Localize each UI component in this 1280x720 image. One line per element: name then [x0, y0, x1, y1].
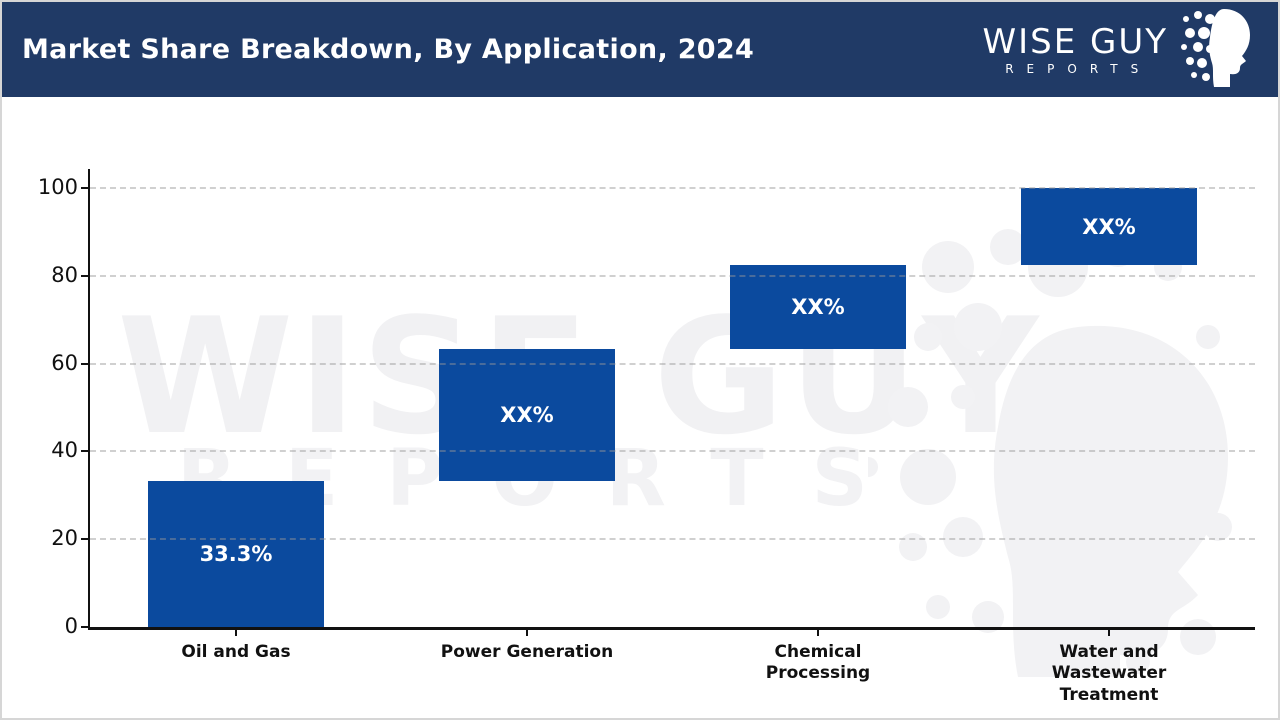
brand-logo: WISE GUY REPORTS	[982, 7, 1252, 93]
gridline-100	[90, 187, 1255, 189]
brand-subtitle: REPORTS	[1005, 61, 1152, 76]
bar-value-label: XX%	[1082, 214, 1136, 239]
category-label-line: Power Generation	[440, 642, 614, 662]
category-label-line: Water and	[1059, 642, 1159, 662]
y-tick-label-80: 80	[51, 263, 78, 287]
page-title: Market Share Breakdown, By Application, …	[22, 34, 755, 65]
category-label-power-generation: Power Generation	[387, 642, 667, 663]
y-tick-label-0: 0	[64, 614, 78, 638]
y-tick-mark-100	[81, 187, 90, 189]
gridline-60	[90, 363, 1255, 365]
category-label-line: Oil and Gas	[181, 642, 291, 662]
bar-value-label: XX%	[791, 295, 845, 319]
y-tick-label-60: 60	[51, 351, 78, 375]
y-tick-mark-20	[81, 538, 90, 540]
y-tick-mark-60	[81, 363, 90, 365]
category-label-oil-and-gas: Oil and Gas	[96, 642, 376, 663]
gridline-80	[90, 275, 1255, 277]
bar-value-label: 33.3%	[199, 542, 273, 566]
bar-chemical-processing: XX%	[730, 265, 906, 349]
category-label-water-and-wastewater-treatment: Water and Wastewater Treatment	[969, 642, 1249, 706]
category-label-line: Wastewater	[1051, 663, 1167, 684]
brand-logo-text: WISE GUY REPORTS	[982, 25, 1168, 75]
y-tick-label-100: 100	[37, 175, 78, 199]
x-tick-mark-4	[1108, 627, 1110, 636]
logo-head-icon	[1174, 7, 1252, 93]
bar-water-and-wastewater-treatment: XX%	[1021, 188, 1197, 265]
category-label-chemical-processing: Chemical Processing	[678, 642, 958, 685]
x-tick-mark-1	[235, 627, 237, 636]
bar-value-label: XX%	[500, 403, 554, 427]
x-tick-mark-2	[526, 627, 528, 636]
gridline-20	[90, 538, 1255, 540]
bar-oil-and-gas: 33.3%	[148, 481, 324, 627]
y-axis-line	[88, 169, 90, 630]
brand-name: WISE GUY	[982, 21, 1168, 62]
y-tick-mark-0	[81, 626, 90, 628]
category-label-line: Chemical	[774, 642, 862, 662]
bar-power-generation: XX%	[439, 349, 615, 481]
category-label-line: Treatment	[1059, 684, 1159, 705]
category-label-line: Processing	[765, 663, 871, 684]
y-tick-label-20: 20	[51, 526, 78, 550]
watermark-head-icon	[858, 207, 1258, 681]
y-tick-mark-40	[81, 450, 90, 452]
x-axis-line	[88, 627, 1255, 630]
y-tick-mark-80	[81, 275, 90, 277]
gridline-40	[90, 450, 1255, 452]
header-bar: Market Share Breakdown, By Application, …	[2, 2, 1278, 97]
y-tick-label-40: 40	[51, 438, 78, 462]
x-tick-mark-3	[817, 627, 819, 636]
